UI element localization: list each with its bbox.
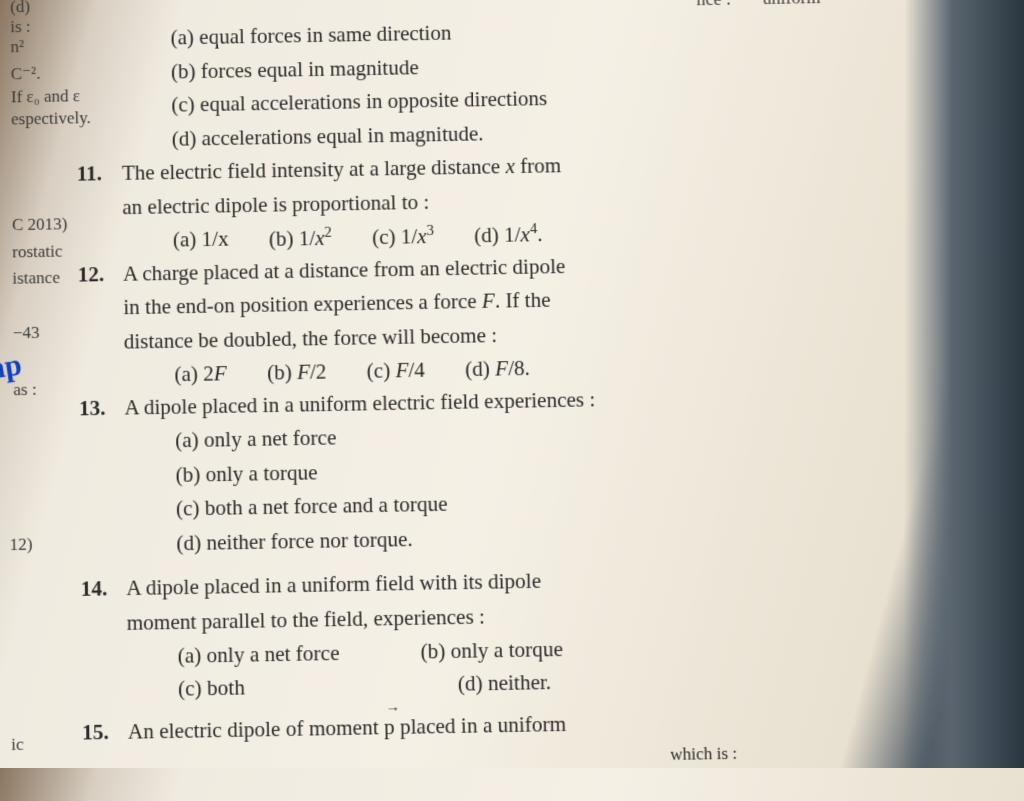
margin-istance: istance — [12, 267, 60, 290]
q14-option-c: (c) both — [178, 671, 245, 705]
q15-number: 15. — [82, 716, 109, 749]
margin-c2: C⁻². — [11, 63, 41, 86]
q11-option-d: (d) 1/x4. — [474, 218, 543, 252]
handwritten-imp: Imp — [0, 342, 25, 396]
q14-option-b: (b) only a torque — [420, 633, 563, 668]
q14-option-d: (d) neither. — [457, 666, 551, 700]
textbook-page: (d) is : n² C⁻². If ε₀ and ε espectively… — [0, 0, 982, 801]
margin-c2013: C 2013) — [12, 213, 68, 236]
q14-number: 14. — [81, 573, 108, 606]
q11-option-a: (a) 1/x — [173, 223, 229, 257]
q11-option-c: (c) 1/x3 — [372, 220, 434, 254]
margin-rostatic: rostatic — [12, 240, 63, 263]
q11-number: 11. — [77, 158, 103, 190]
margin-eps: If ε₀ and ε — [11, 85, 80, 108]
vector-p: p — [384, 711, 395, 744]
margin-resp: espectively. — [11, 107, 91, 131]
q12-option-d: (d) F/8. — [465, 353, 530, 386]
q13-number: 13. — [79, 392, 106, 424]
q14-option-a: (a) only a net force — [178, 637, 340, 672]
margin-n2: n² — [10, 36, 24, 58]
margin-is: is : — [10, 16, 31, 38]
q12-option-c: (c) F/4 — [366, 354, 425, 387]
q11-option-b: (b) 1/x2 — [269, 222, 333, 256]
q12-option-a: (a) 2F — [174, 358, 227, 391]
margin-12: 12) — [9, 533, 32, 556]
q12-option-b: (b) F/2 — [267, 356, 327, 389]
margin-ic: ic — [11, 733, 24, 756]
q12-number: 12. — [78, 258, 105, 290]
